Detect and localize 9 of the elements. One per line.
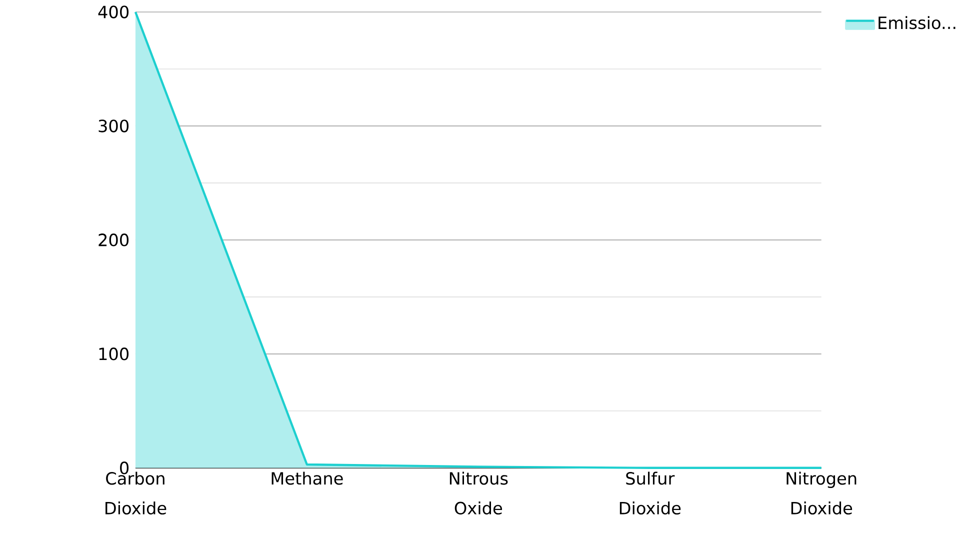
- x-tick-label: Sulfur Dioxide: [620, 472, 681, 515]
- y-tick-label: 200: [98, 234, 129, 246]
- x-tick-label: Methane: [272, 472, 343, 485]
- x-tick-label: Nitrogen Dioxide: [786, 472, 856, 515]
- x-tick-label: Nitrous Oxide: [450, 472, 508, 515]
- y-tick-label: 100: [99, 348, 129, 360]
- legend-label: Emissio...: [878, 16, 956, 30]
- y-tick-label: 400: [98, 6, 129, 18]
- y-tick-label: 300: [98, 120, 129, 132]
